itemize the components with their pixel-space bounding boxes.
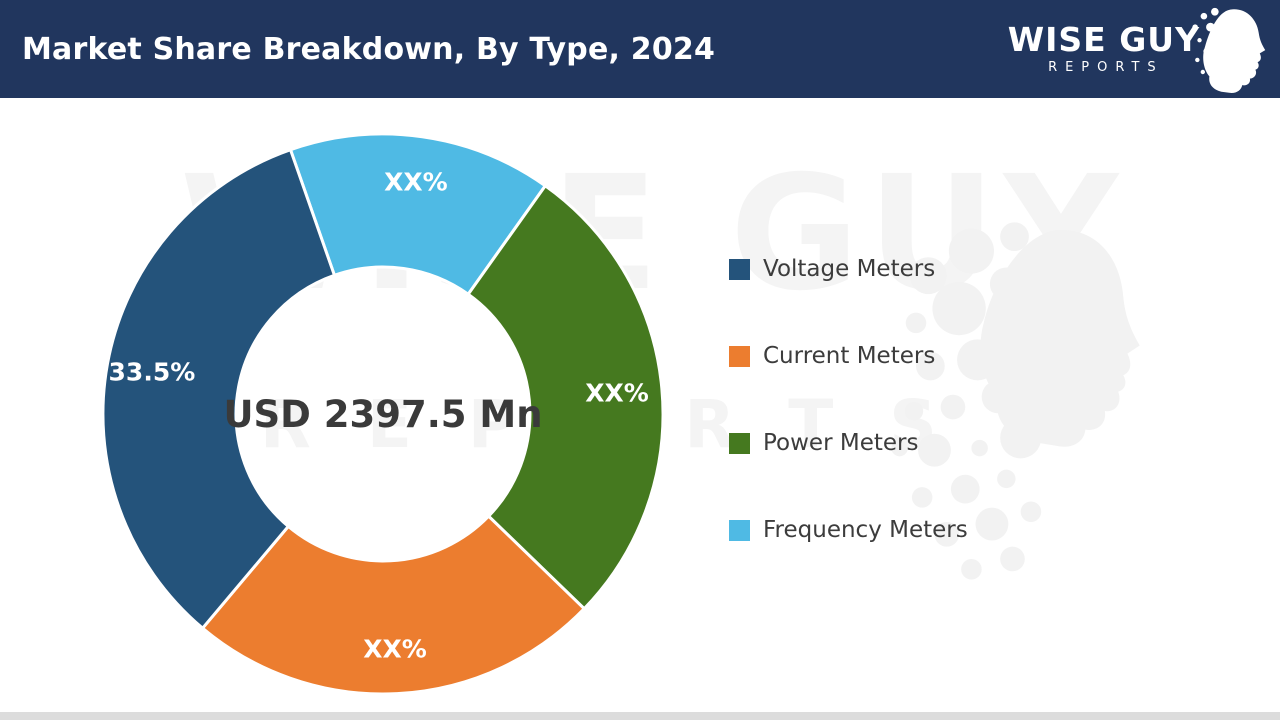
slice-label-power-meters: XX% [585,379,649,408]
legend-label-voltage: Voltage Meters [763,256,936,282]
brand-logo: WISE GUY REPORTS [1008,3,1280,95]
chart-area: WISE GUY REPORTS XX%XX%XX%33.5% USD 2397… [0,98,1280,712]
legend-swatch-current [729,346,750,367]
legend-item-current-meters[interactable]: Current Meters [729,345,968,368]
donut-segment-current-meters[interactable] [201,514,586,696]
legend-swatch-frequency [729,520,750,541]
slice-label-frequency-meters: XX% [384,167,448,196]
legend-swatch-voltage [729,259,750,280]
chart-legend: Voltage Meters Current Meters Power Mete… [729,258,968,542]
donut-segment-power-meters[interactable] [466,184,665,611]
slice-label-voltage-meters: 33.5% [109,358,196,387]
watermark-face-image [891,222,1140,580]
legend-swatch-power [729,433,750,454]
legend-item-power-meters[interactable]: Power Meters [729,432,968,455]
legend-item-voltage-meters[interactable]: Voltage Meters [729,258,968,281]
page-title: Market Share Breakdown, By Type, 2024 [22,31,716,67]
legend-label-current: Current Meters [763,343,936,369]
header-bar: Market Share Breakdown, By Type, 2024 WI… [0,0,1280,98]
legend-label-power: Power Meters [763,430,919,456]
bottom-border [0,712,1280,720]
donut-segment-frequency-meters[interactable] [289,132,547,296]
legend-label-frequency: Frequency Meters [763,517,968,543]
donut-center-value: USD 2397.5 Mn [223,393,542,436]
brand-name: WISE GUY [1007,20,1200,60]
brand-subtitle: REPORTS [1048,59,1164,75]
donut-segment-voltage-meters[interactable] [101,148,336,630]
legend-item-frequency-meters[interactable]: Frequency Meters [729,519,968,542]
donut-chart: XX% XX% XX% 33.5% USD 2397.5 Mn [101,132,665,696]
brand-face-icon [1192,7,1266,94]
slice-label-current-meters: XX% [363,635,427,664]
